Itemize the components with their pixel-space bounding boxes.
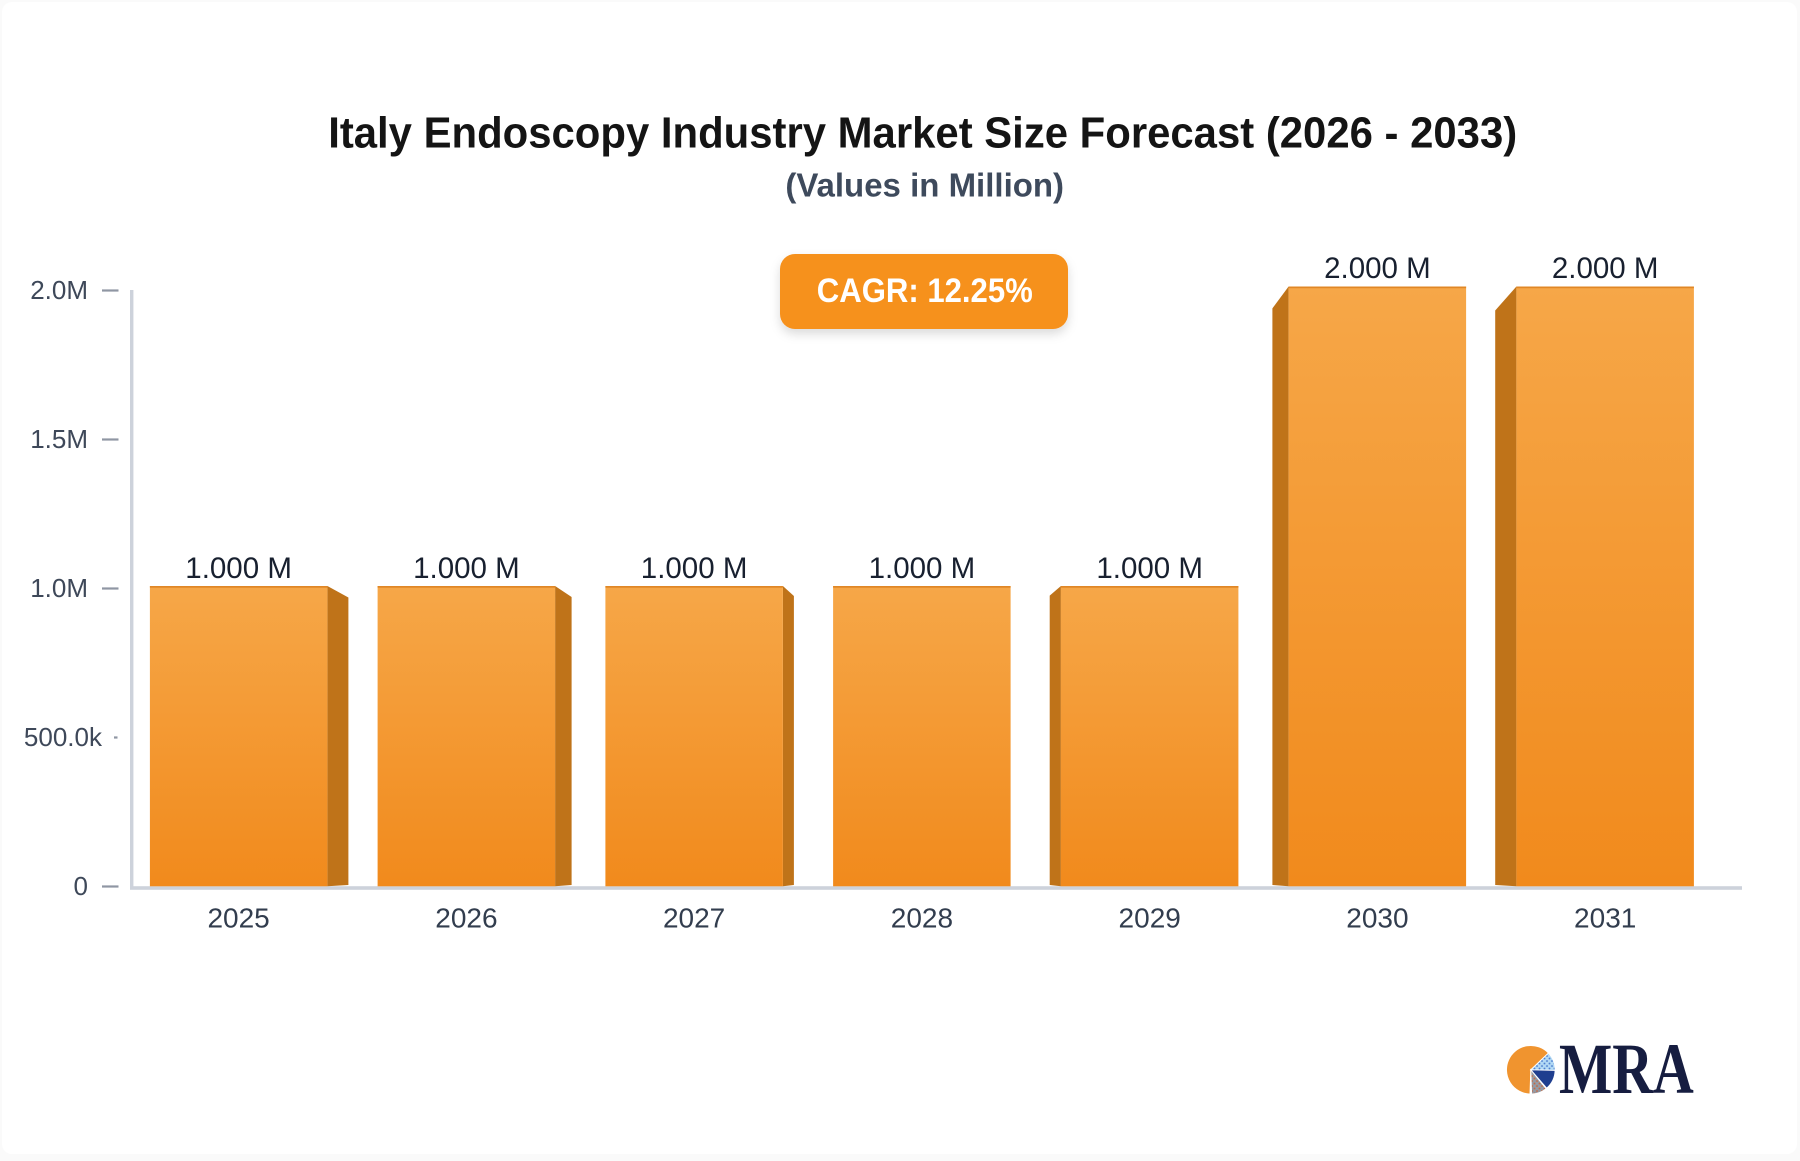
svg-text:1.000 M: 1.000 M (185, 552, 292, 585)
svg-text:(Values in Million): (Values in Million) (785, 166, 1064, 203)
svg-text:MRA: MRA (1559, 1028, 1694, 1108)
svg-text:1.000 M: 1.000 M (413, 552, 520, 585)
svg-text:1.5M: 1.5M (30, 424, 88, 454)
svg-text:2.0M: 2.0M (30, 275, 88, 305)
svg-text:CAGR: 12.25%: CAGR: 12.25% (817, 272, 1033, 310)
svg-text:2.000 M: 2.000 M (1552, 252, 1659, 285)
svg-text:2025: 2025 (207, 902, 269, 933)
svg-text:2026: 2026 (435, 902, 497, 933)
svg-text:0: 0 (74, 871, 88, 901)
svg-text:1.0M: 1.0M (30, 573, 88, 603)
svg-text:1.000 M: 1.000 M (1096, 552, 1203, 585)
svg-text:2030: 2030 (1346, 902, 1408, 933)
svg-text:500.0k: 500.0k (24, 722, 103, 752)
svg-text:2029: 2029 (1119, 902, 1181, 933)
svg-text:2027: 2027 (663, 902, 725, 933)
svg-text:1.000 M: 1.000 M (869, 552, 976, 585)
svg-text:2.000 M: 2.000 M (1324, 252, 1431, 285)
svg-text:2031: 2031 (1574, 902, 1636, 933)
svg-text:1.000 M: 1.000 M (641, 552, 748, 585)
svg-text:Italy Endoscopy Industry Marke: Italy Endoscopy Industry Market Size For… (328, 110, 1517, 158)
svg-text:2028: 2028 (891, 902, 953, 933)
